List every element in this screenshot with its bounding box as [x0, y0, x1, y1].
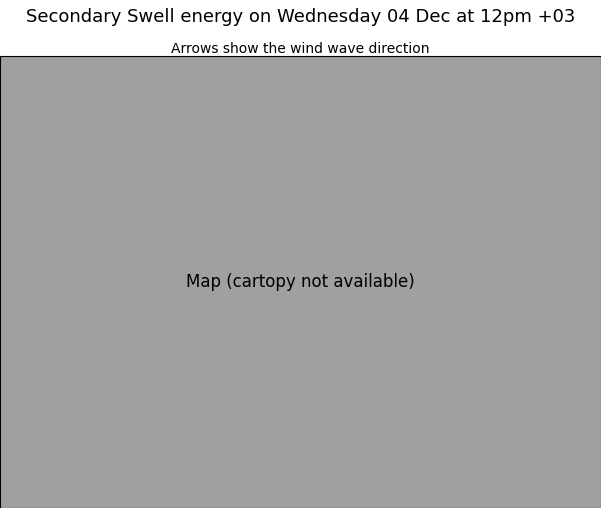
Text: Secondary Swell energy on Wednesday 04 Dec at 12pm +03: Secondary Swell energy on Wednesday 04 D…	[26, 8, 575, 26]
Text: Arrows show the wind wave direction: Arrows show the wind wave direction	[171, 42, 430, 56]
Text: Map (cartopy not available): Map (cartopy not available)	[186, 273, 415, 291]
